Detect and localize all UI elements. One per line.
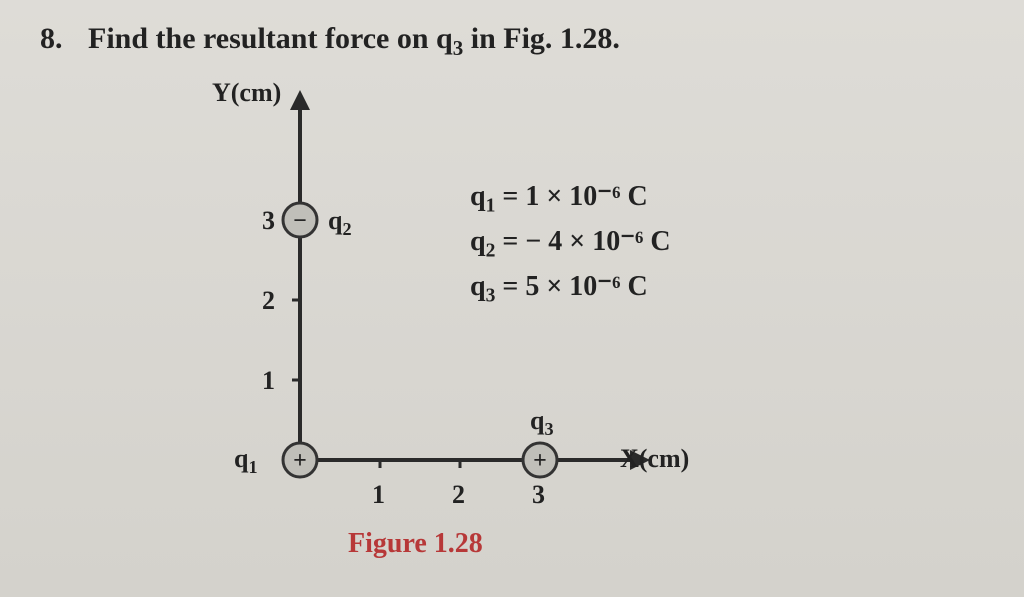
value-line-1: q1 = 1 × 10⁻⁶ C [470, 176, 671, 221]
diagram-svg: + − + [150, 80, 900, 580]
v1-rhs: = 1 × 10⁻⁶ C [495, 181, 647, 212]
question-line: 8. Find the resultant force on q3 in Fig… [40, 22, 620, 61]
question-number: 8. [40, 22, 63, 56]
figure-caption: Figure 1.28 [348, 528, 483, 560]
q2-sub: 2 [342, 219, 351, 239]
v3-var: q [470, 271, 486, 302]
question-var-letter: q [436, 22, 453, 55]
y-tick-2: 2 [262, 286, 275, 316]
q2-label: q2 [328, 206, 352, 240]
y-axis-label: Y(cm) [212, 78, 281, 108]
v1-var: q [470, 181, 486, 212]
svg-text:−: − [293, 208, 307, 234]
q3-letter: q [530, 406, 544, 435]
x-tick-3: 3 [532, 480, 545, 510]
value-line-2: q2 = − 4 × 10⁻⁶ C [470, 221, 671, 266]
v2-var: q [470, 226, 486, 257]
svg-text:+: + [533, 448, 547, 474]
x-tick-1: 1 [372, 480, 385, 510]
values-block: q1 = 1 × 10⁻⁶ C q2 = − 4 × 10⁻⁶ C q3 = 5… [470, 176, 671, 311]
y-tick-1: 1 [262, 366, 275, 396]
v2-rhs: = − 4 × 10⁻⁶ C [495, 226, 670, 257]
y-tick-3: 3 [262, 206, 275, 236]
q3-label: q3 [530, 406, 554, 440]
value-line-3: q3 = 5 × 10⁻⁶ C [470, 266, 671, 311]
q1-sub: 1 [248, 457, 257, 477]
v3-rhs: = 5 × 10⁻⁶ C [495, 271, 647, 302]
question-var: q3 [436, 22, 463, 55]
q1-letter: q [234, 444, 248, 473]
v1-sub: 1 [486, 196, 496, 217]
v2-sub: 2 [486, 241, 496, 262]
v3-sub: 3 [486, 286, 496, 307]
page: 8. Find the resultant force on q3 in Fig… [0, 0, 1024, 597]
svg-text:+: + [293, 448, 307, 474]
q3-sub: 3 [544, 419, 553, 439]
x-tick-2: 2 [452, 480, 465, 510]
q1-label: q1 [234, 444, 258, 478]
q2-letter: q [328, 206, 342, 235]
figure-area: +−+ Y(cm) X(cm) 1 2 3 1 2 3 q1 q2 q3 q1 … [150, 80, 900, 580]
question-var-sub: 3 [453, 36, 464, 60]
x-axis-label: X(cm) [620, 444, 689, 474]
question-text-after: in Fig. 1.28. [463, 22, 620, 55]
question-text-before: Find the resultant force on [88, 22, 436, 55]
